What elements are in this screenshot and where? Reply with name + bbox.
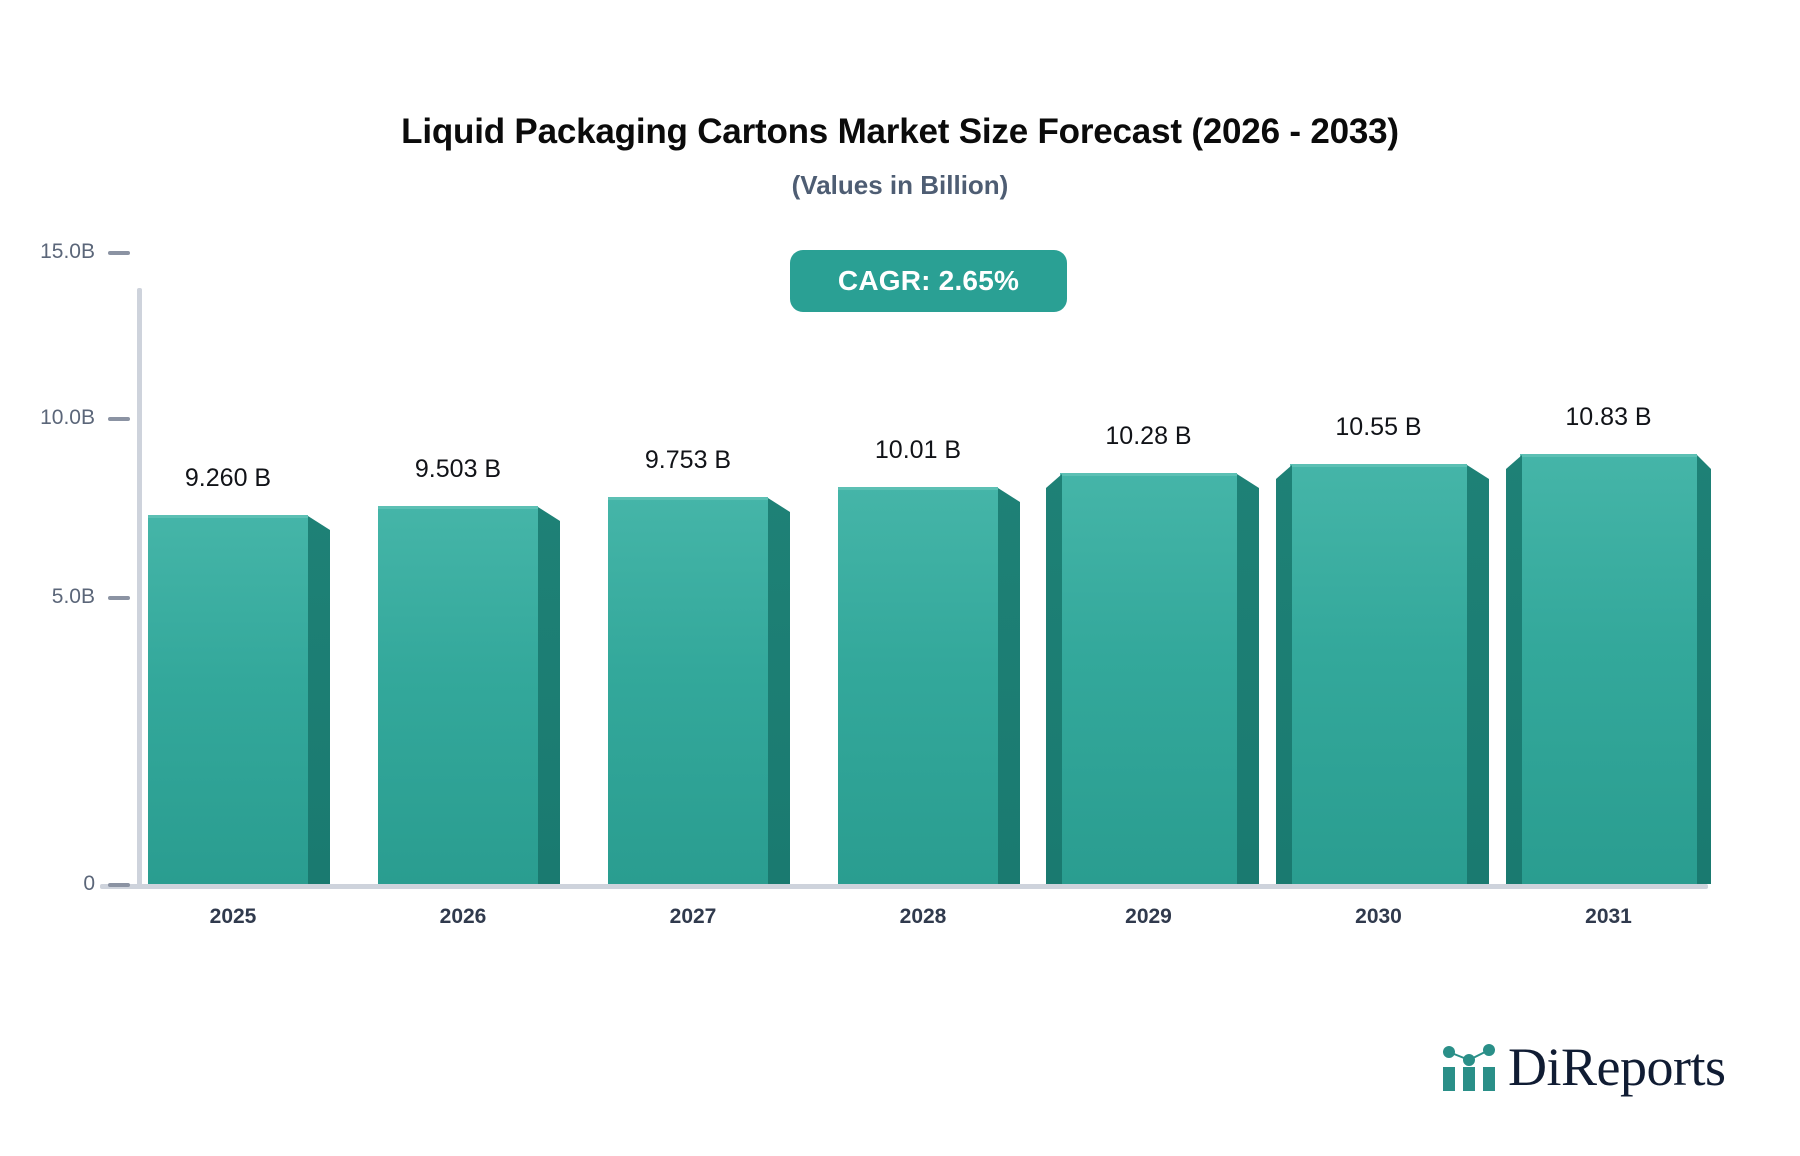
x-tick-label-2026: 2026: [439, 905, 487, 928]
bar-side-face: [538, 507, 560, 884]
bar-2029[interactable]: 10.28 B: [1060, 422, 1259, 884]
bar-left-face: [1506, 455, 1522, 884]
bar-side-face: [998, 488, 1020, 884]
x-tick-label-2029: 2029: [1125, 905, 1172, 928]
y-tick-label-15: 15.0B: [40, 240, 95, 263]
x-tick-label-2027: 2027: [669, 905, 717, 928]
bar-chart-logo-icon: [1443, 1044, 1495, 1091]
y-tick-label-10: 10.0B: [40, 406, 95, 429]
bar-face: [378, 507, 538, 884]
bar-2031[interactable]: 10.83 B: [1520, 403, 1711, 884]
direports-logo: DiReports: [1438, 1040, 1726, 1094]
bar-2029-left-cap: [1046, 474, 1062, 884]
y-tick-label-0: 0: [83, 872, 95, 895]
bar-top-edge: [1290, 464, 1467, 467]
bar-side-face: [308, 516, 330, 884]
x-tick-label-2030: 2030: [1355, 905, 1402, 928]
bar-top-edge: [378, 506, 538, 509]
bar-side-face: [1467, 465, 1489, 884]
bar-2030[interactable]: 10.55 B: [1290, 413, 1489, 884]
bar-value-label: 10.55 B: [1335, 413, 1422, 441]
bar-top-edge: [608, 497, 768, 500]
y-tick-mark-10: [108, 417, 130, 421]
bar-face: [1290, 465, 1467, 884]
bar-face: [1060, 474, 1237, 884]
bar-value-label: 9.753 B: [644, 446, 732, 474]
bar-top-edge: [1520, 454, 1697, 457]
bar-value-label: 9.260 B: [184, 464, 272, 492]
chart-subtitle: (Values in Billion): [791, 170, 1009, 200]
x-tick-label-2025: 2025: [209, 905, 257, 928]
chart-title: Liquid Packaging Cartons Market Size For…: [401, 112, 1399, 151]
bar-face: [608, 498, 768, 884]
y-tick-0: 0: [0, 872, 130, 898]
bar-2030-left-cap: [1276, 465, 1292, 884]
bar-value-label: 9.503 B: [414, 455, 502, 483]
bar-2026[interactable]: 9.503 B: [378, 455, 560, 884]
logo-wordmark: DiReports: [1508, 1037, 1726, 1097]
bar-left-face: [1276, 465, 1292, 884]
y-tick-mark-15: [108, 251, 130, 255]
cagr-badge: CAGR: 2.65%: [790, 250, 1067, 312]
bar-side-face: [1237, 474, 1259, 884]
y-tick-15: 15.0B: [0, 240, 130, 266]
bar-2027[interactable]: 9.753 B: [608, 446, 790, 884]
cagr-badge-label: CAGR: 2.65%: [837, 265, 1020, 296]
bar-left-face: [1046, 474, 1062, 884]
bar-face: [148, 516, 308, 884]
bar-face: [1520, 455, 1697, 884]
bar-top-edge: [838, 487, 998, 490]
y-tick-label-5: 5.0B: [51, 585, 95, 608]
bar-value-label: 10.83 B: [1565, 403, 1652, 431]
y-tick-10: 10.0B: [0, 406, 130, 432]
bar-2028[interactable]: 10.01 B: [838, 436, 1020, 884]
x-tick-label-2028: 2028: [899, 905, 947, 928]
bar-2031-left-cap: [1506, 455, 1522, 884]
y-axis-line: [137, 288, 142, 888]
bar-value-label: 10.28 B: [1105, 422, 1192, 450]
bar-2025[interactable]: 9.260 B: [148, 464, 330, 884]
y-tick-5: 5.0B: [0, 585, 130, 611]
bar-value-label: 10.01 B: [874, 436, 962, 464]
x-tick-label-2031: 2031: [1585, 905, 1632, 928]
bar-top-edge: [148, 515, 308, 518]
bar-top-edge: [1060, 473, 1237, 476]
bar-face: [838, 488, 998, 884]
bar-side-face: [768, 498, 790, 884]
y-tick-mark-0: [108, 883, 130, 887]
x-axis-line: [100, 884, 1708, 889]
bar-side-face: [1697, 455, 1711, 884]
y-tick-mark-5: [108, 596, 130, 600]
